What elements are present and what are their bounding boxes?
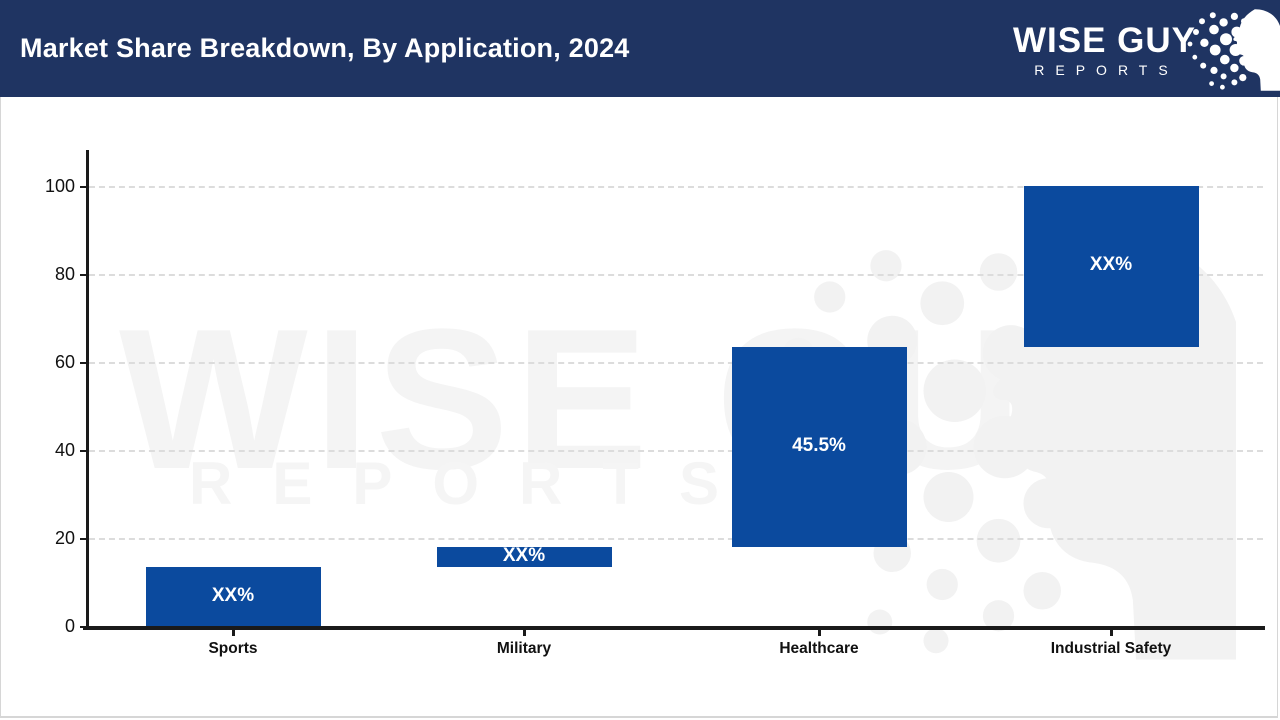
logo-face-icon [1187, 9, 1280, 91]
logo-text: WISE GUY REPORTS [1012, 21, 1196, 79]
x-tick-label-1: Military [496, 640, 552, 657]
y-tick-label-20: 20 [54, 528, 75, 548]
y-axis-line [86, 150, 89, 630]
y-tick-label-80: 80 [54, 264, 75, 284]
gridline-40 [89, 450, 1263, 452]
y-tick-40 [80, 450, 89, 452]
bar-healthcare [731, 347, 907, 547]
bar-label-industrial-safety: XX% [1089, 254, 1133, 276]
x-tick-3 [1110, 629, 1113, 636]
bar-label-military: XX% [502, 545, 546, 567]
x-tick-label-2: Healthcare [779, 640, 859, 657]
x-tick-label-0: Sports [208, 640, 258, 657]
watermark-wordmark: WISE GUY [119, 288, 1168, 511]
x-tick-2 [818, 629, 821, 636]
gridline-20 [89, 538, 1263, 540]
y-tick-label-0: 0 [64, 616, 75, 636]
gridline-80 [89, 274, 1263, 276]
bar-industrial-safety [1023, 185, 1199, 348]
y-tick-60 [80, 362, 89, 364]
watermark-subtitle: REPORTS [189, 450, 760, 517]
y-tick-100 [80, 186, 89, 188]
x-tick-label-3: Industrial Safety [1050, 640, 1172, 657]
x-tick-0 [232, 629, 235, 636]
wiseguy-logo: WISE GUY REPORTS [1013, 4, 1280, 96]
y-tick-label-100: 100 [44, 176, 75, 196]
chart-area: WISE GUY REPORTS 0 20 40 60 80 100 XX% Sports XX… [0, 97, 1278, 718]
y-tick-label-40: 40 [54, 440, 75, 460]
gridline-60 [89, 362, 1263, 364]
bar-label-healthcare: 45.5% [792, 435, 846, 457]
y-tick-80 [80, 274, 89, 276]
bar-label-sports: XX% [211, 585, 255, 607]
gridline-100 [89, 186, 1263, 188]
header-bar: Market Share Breakdown, By Application, … [0, 0, 1280, 97]
bar-sports [145, 567, 321, 627]
x-tick-1 [523, 629, 526, 636]
x-axis-line [83, 626, 1265, 630]
bar-military [436, 546, 612, 568]
page-title: Market Share Breakdown, By Application, … [20, 33, 630, 63]
logo-subtitle: REPORTS [1034, 62, 1179, 78]
y-tick-20 [80, 538, 89, 540]
y-tick-label-60: 60 [54, 352, 75, 372]
logo-wordmark: WISE GUY [1012, 21, 1196, 60]
